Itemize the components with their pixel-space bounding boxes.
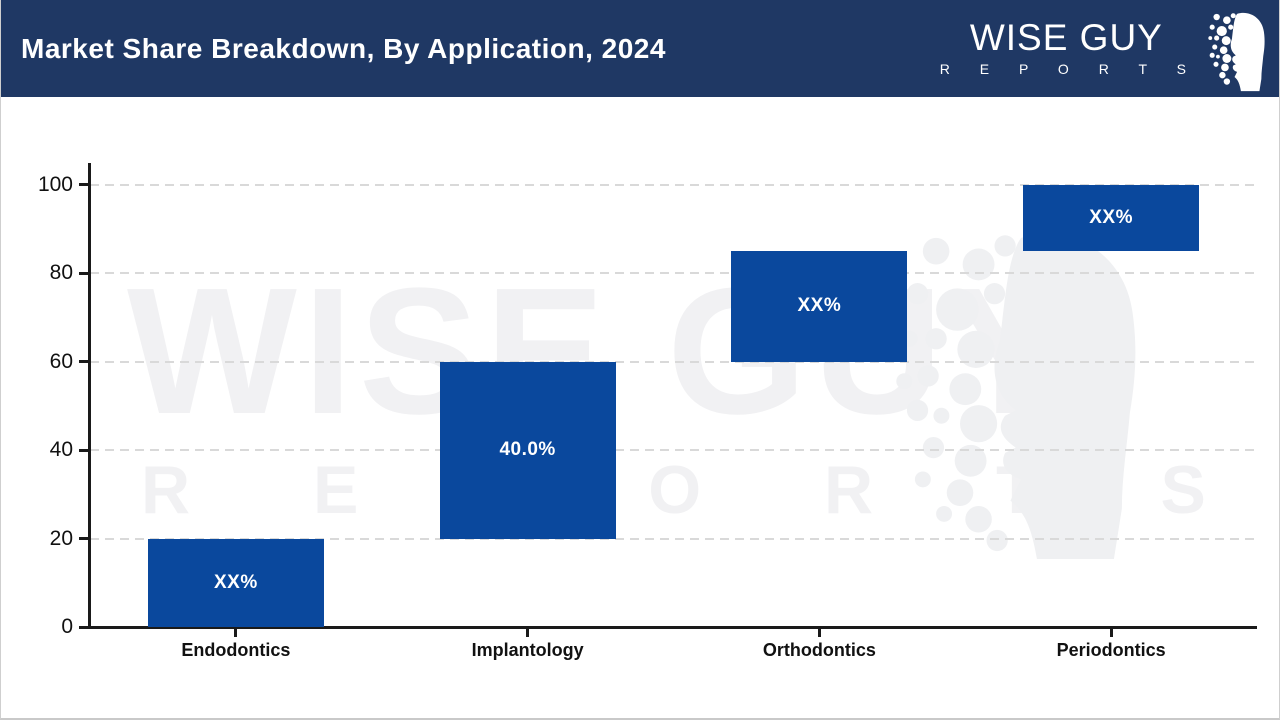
chart-title: Market Share Breakdown, By Application, …: [21, 32, 666, 64]
x-tick-periodontics: [1109, 629, 1113, 637]
wiseguy-logo-line1: WISE GUY: [969, 17, 1163, 58]
bar-periodontics: XX%: [1023, 184, 1200, 251]
wiseguy-logo-text: WISE GUY R E P O R T S: [934, 17, 1199, 77]
gridline-40: [90, 449, 1257, 451]
x-axis-line: [88, 626, 1257, 629]
y-tick-80: [79, 271, 88, 275]
x-label-endodontics: Endodontics: [181, 640, 291, 660]
wiseguy-logo-line2: R E P O R T S: [939, 60, 1199, 77]
bar-value-label: XX%: [797, 295, 842, 317]
y-tick-label-60: 60: [49, 349, 73, 373]
y-tick-label-20: 20: [49, 526, 73, 550]
x-label-orthodontics: Orthodontics: [762, 640, 876, 660]
y-tick-label-100: 100: [37, 172, 73, 196]
wiseguy-logo: WISE GUY R E P O R T S: [940, 6, 1271, 92]
gridline-80: [90, 272, 1257, 274]
y-axis-line: [88, 163, 91, 629]
bar-value-label: XX%: [1089, 206, 1133, 228]
y-tick-20: [79, 537, 88, 540]
x-label-periodontics: Periodontics: [1056, 640, 1166, 660]
gridline-20: [90, 537, 1257, 540]
x-tick-endodontics: [234, 629, 238, 637]
x-label-implantology: Implantology: [471, 640, 584, 660]
y-tick-label-40: 40: [49, 438, 73, 461]
gridline-60: [90, 360, 1257, 363]
gridline-100: [90, 183, 1257, 186]
bar-value-label: XX%: [214, 571, 258, 593]
y-tick-60: [79, 360, 88, 363]
y-tick-label-80: 80: [49, 261, 73, 284]
bar-value-label: 40.0%: [499, 439, 556, 460]
wiseguy-head-icon: [1208, 12, 1265, 92]
y-tick-0: [79, 625, 88, 629]
bar-orthodontics: XX%: [731, 250, 908, 362]
x-tick-orthodontics: [817, 629, 821, 637]
y-tick-40: [79, 448, 88, 452]
y-tick-100: [79, 183, 88, 186]
bar-implantology: 40.0%: [439, 361, 616, 539]
y-tick-label-0: 0: [61, 615, 73, 638]
bar-endodontics: XX%: [147, 538, 324, 627]
x-tick-implantology: [526, 629, 530, 637]
header: Market Share Breakdown, By Application, …: [1, 0, 1279, 97]
